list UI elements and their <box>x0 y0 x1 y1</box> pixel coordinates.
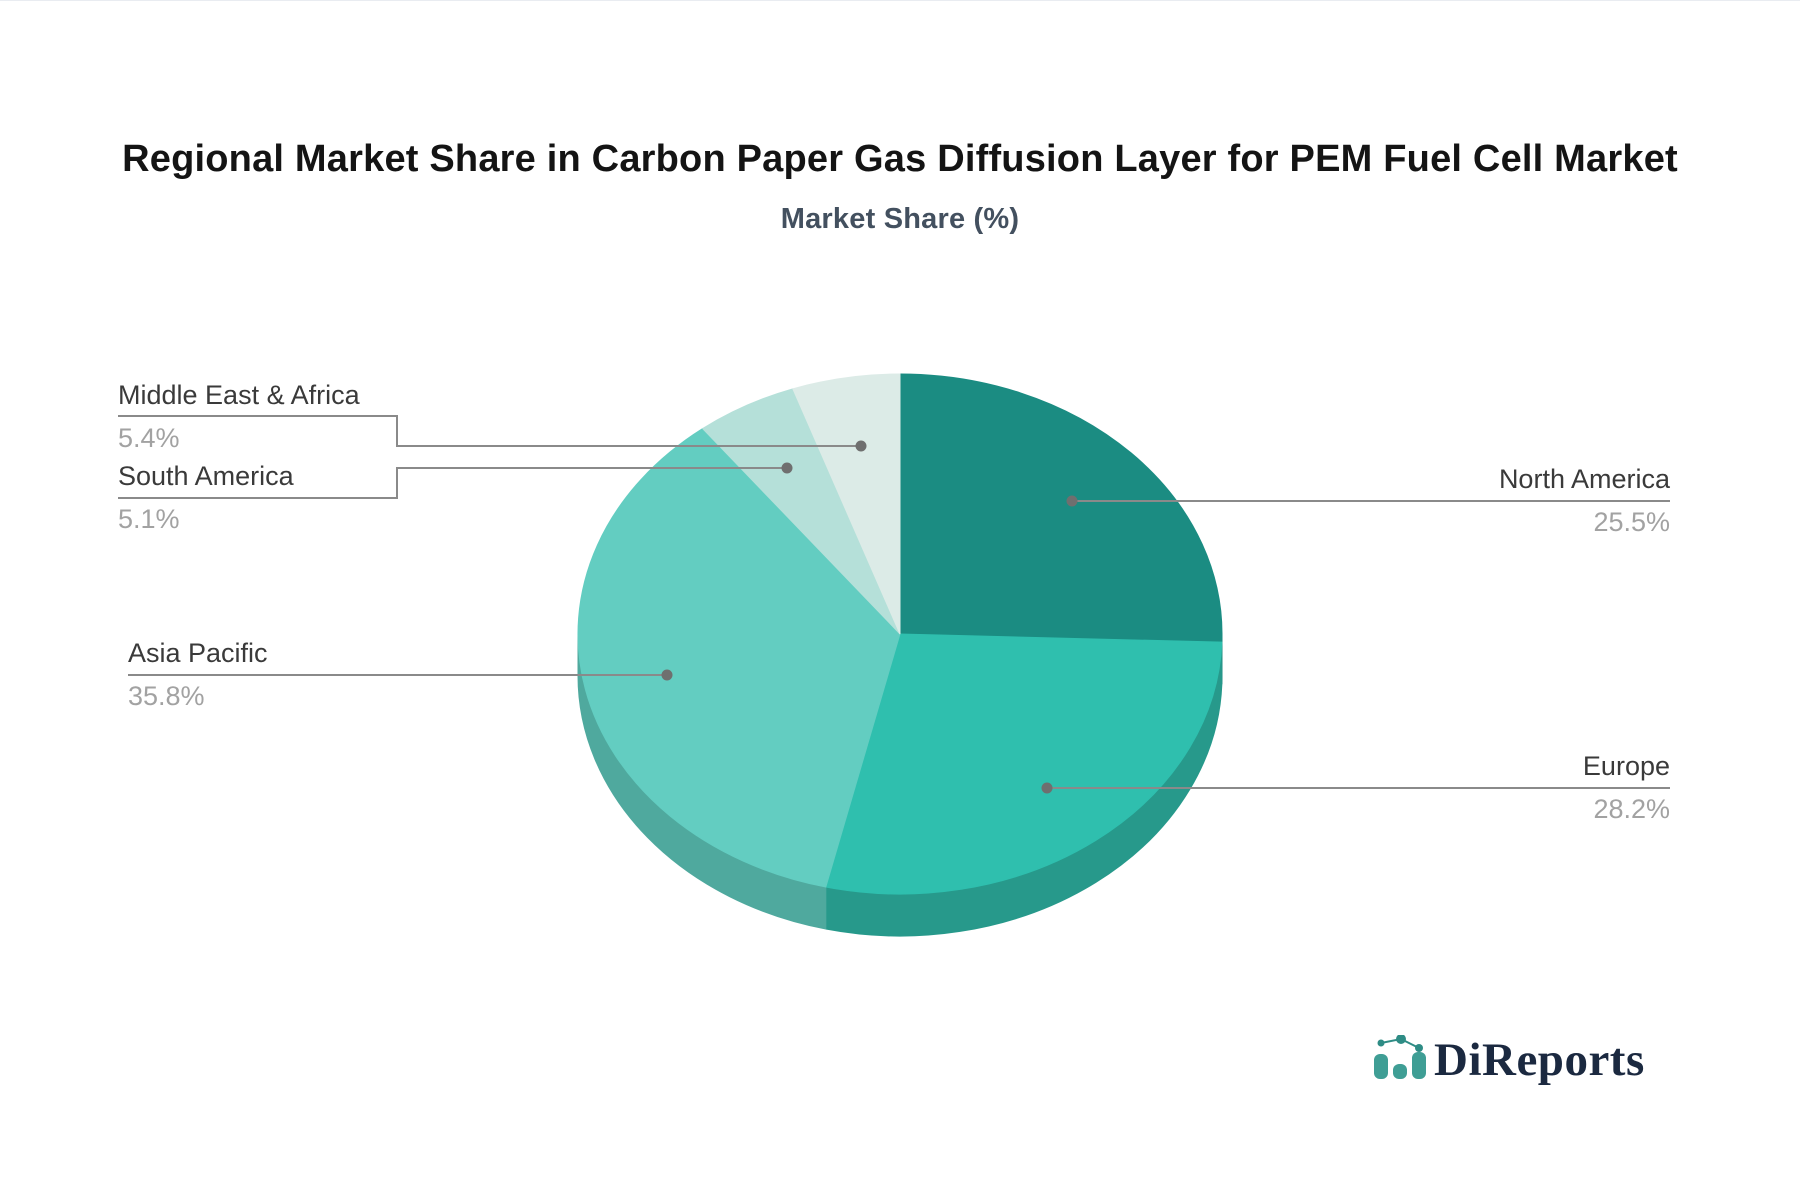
slice-name: Asia Pacific <box>128 636 268 670</box>
logo-dot-3 <box>1415 1044 1423 1052</box>
slice-value: 28.2% <box>1583 792 1670 826</box>
direports-logo: DiReports <box>1374 1035 1645 1084</box>
label-north-america: North America 25.5% <box>1499 462 1670 539</box>
slice-name: South America <box>118 459 294 493</box>
logo-bar-3 <box>1412 1052 1426 1079</box>
label-europe: Europe 28.2% <box>1583 749 1670 826</box>
label-asia-pacific: Asia Pacific 35.8% <box>128 636 268 713</box>
connector-dot-south-america <box>782 463 793 474</box>
slice-name: North America <box>1499 462 1670 496</box>
slice-value: 5.1% <box>118 502 294 536</box>
logo-dot-1 <box>1378 1040 1385 1047</box>
connector-dot-europe <box>1042 783 1053 794</box>
pie-slice-north-america <box>900 374 1222 642</box>
label-south-america: South America 5.1% <box>118 459 294 536</box>
logo-dot-2 <box>1396 1035 1406 1044</box>
connector-dot-asia-pacific <box>662 670 673 681</box>
slice-name: Middle East & Africa <box>118 378 360 412</box>
logo-bar-1 <box>1374 1054 1388 1079</box>
slice-name: Europe <box>1583 749 1670 783</box>
bar-line-chart-icon <box>1374 1035 1428 1081</box>
logo-text: DiReports <box>1434 1037 1645 1084</box>
label-middle-east-africa: Middle East & Africa 5.4% <box>118 378 360 455</box>
connector-dot-middle-east-africa <box>856 441 867 452</box>
connector-dot-north-america <box>1067 496 1078 507</box>
slice-value: 5.4% <box>118 421 360 455</box>
logo-bar-2 <box>1393 1064 1407 1079</box>
slice-value: 35.8% <box>128 679 268 713</box>
slice-value: 25.5% <box>1499 505 1670 539</box>
